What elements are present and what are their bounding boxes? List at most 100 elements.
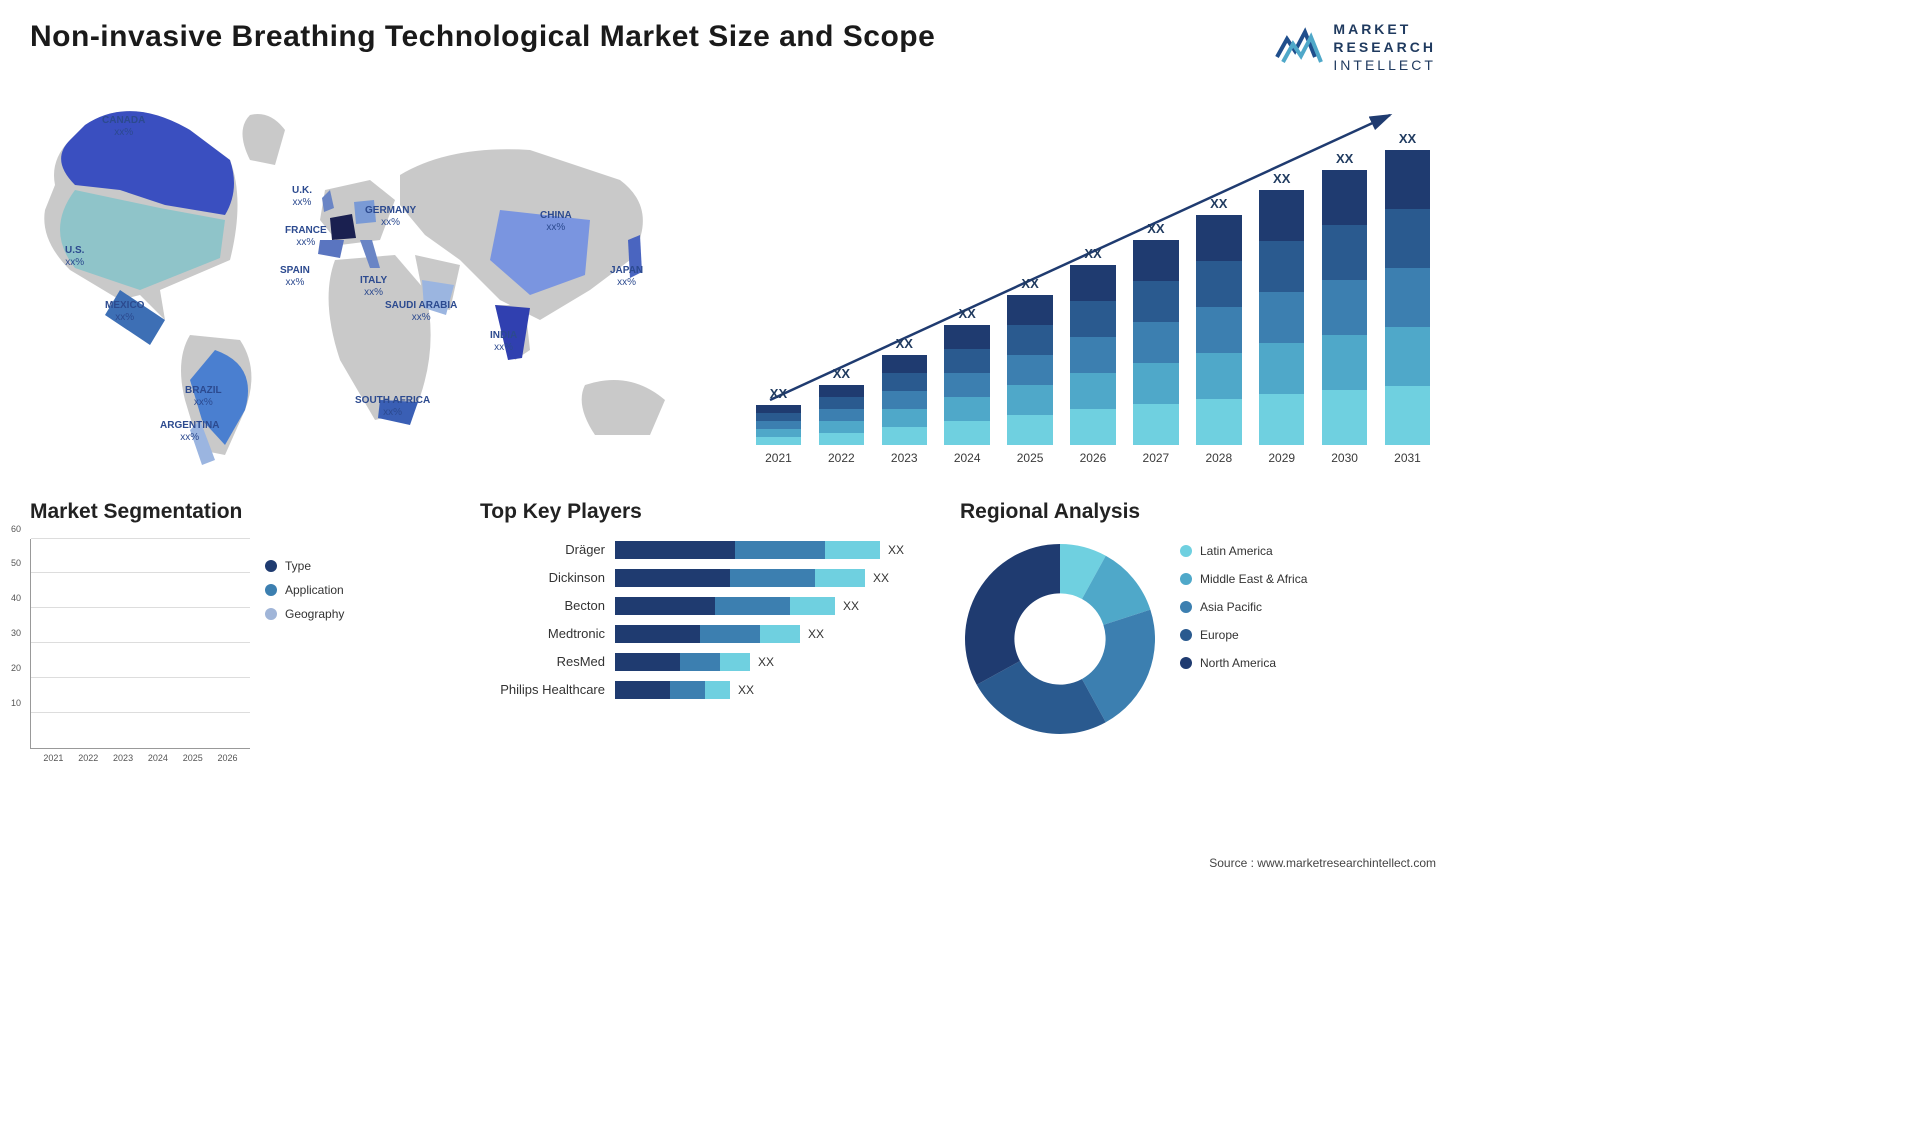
bar-year-label: 2025: [1017, 451, 1044, 465]
bar-segment: [1385, 268, 1431, 327]
legend-label: Latin America: [1200, 544, 1273, 558]
y-tick: 20: [11, 663, 21, 673]
keyplayer-bar: [615, 681, 730, 699]
bar-stack: [1385, 150, 1431, 445]
keyplayer-segment: [615, 653, 680, 671]
bar-segment: [1070, 373, 1116, 409]
bar-segment: [819, 421, 865, 433]
legend-item: Geography: [265, 607, 344, 621]
bar-value-label: XX: [833, 366, 850, 381]
legend-label: North America: [1200, 656, 1276, 670]
bar-segment: [1133, 363, 1179, 404]
bar-stack: [1133, 240, 1179, 445]
main-bar-col: XX2021: [750, 386, 807, 445]
bar-segment: [756, 429, 802, 437]
keyplayer-label: Becton: [480, 598, 615, 613]
segmentation-section: Market Segmentation 20212022202320242025…: [30, 500, 450, 749]
bar-segment: [1385, 209, 1431, 268]
bar-segment: [1322, 390, 1368, 445]
bar-segment: [1259, 394, 1305, 445]
bar-segment: [944, 373, 990, 397]
page-title: Non-invasive Breathing Technological Mar…: [30, 20, 935, 54]
main-bar-col: XX2028: [1190, 196, 1247, 445]
bar-segment: [1259, 343, 1305, 394]
regional-section: Regional Analysis Latin America Middle Ea…: [960, 500, 1436, 749]
bar-segment: [944, 421, 990, 445]
main-bar-chart: XX2021XX2022XX2023XX2024XX2025XX2026XX20…: [730, 90, 1436, 470]
keyplayer-label: Dräger: [480, 542, 615, 557]
source-attribution: Source : www.marketresearchintellect.com: [1209, 856, 1436, 870]
bar-segment: [1133, 240, 1179, 281]
hl-france: [330, 214, 356, 240]
gridline: [31, 642, 250, 643]
keyplayer-row: Dräger XX: [480, 539, 930, 561]
donut-slice: [965, 544, 1060, 685]
legend-item: Europe: [1180, 628, 1307, 642]
keyplayer-segment: [735, 541, 825, 559]
main-bar-col: XX2022: [813, 366, 870, 445]
legend-label: Asia Pacific: [1200, 600, 1262, 614]
bar-segment: [756, 437, 802, 445]
bar-segment: [1196, 307, 1242, 353]
segmentation-title: Market Segmentation: [30, 500, 450, 524]
legend-dot: [1180, 573, 1192, 585]
bar-stack: [819, 385, 865, 445]
bar-segment: [1322, 335, 1368, 390]
main-bar-col: XX2025: [1002, 276, 1059, 445]
legend-dot: [1180, 657, 1192, 669]
legend-dot: [265, 608, 277, 620]
legend-item: Middle East & Africa: [1180, 572, 1307, 586]
keyplayer-segment: [825, 541, 880, 559]
keyplayer-segment: [815, 569, 865, 587]
keyplayer-segment: [670, 681, 705, 699]
y-tick: 30: [11, 628, 21, 638]
y-tick: 60: [11, 524, 21, 534]
bar-segment: [1322, 225, 1368, 280]
bar-value-label: XX: [1021, 276, 1038, 291]
bar-segment: [1259, 241, 1305, 292]
map-label: U.S.xx%: [65, 245, 84, 269]
keyplayer-segment: [760, 625, 800, 643]
bar-value-label: XX: [1084, 246, 1101, 261]
legend-item: North America: [1180, 656, 1307, 670]
bar-year-label: 2028: [1205, 451, 1232, 465]
keyplayer-segment: [705, 681, 730, 699]
bar-segment: [1133, 281, 1179, 322]
main-bar-col: XX2029: [1253, 171, 1310, 445]
keyplayer-segment: [790, 597, 835, 615]
legend-dot: [1180, 601, 1192, 613]
bar-stack: [1007, 295, 1053, 445]
bar-year-label: 2026: [1080, 451, 1107, 465]
keyplayer-value: XX: [808, 627, 824, 641]
regional-title: Regional Analysis: [960, 500, 1436, 524]
segmentation-legend: TypeApplicationGeography: [265, 559, 344, 749]
bar-segment: [819, 433, 865, 445]
bar-value-label: XX: [959, 306, 976, 321]
bar-segment: [1196, 215, 1242, 261]
bar-segment: [1070, 409, 1116, 445]
keyplayer-label: Philips Healthcare: [480, 682, 615, 697]
keyplayer-segment: [615, 541, 735, 559]
main-bar-col: XX2026: [1065, 246, 1122, 445]
gridline: [31, 677, 250, 678]
y-tick: 40: [11, 593, 21, 603]
bar-segment: [819, 385, 865, 397]
keyplayer-row: BectonXX: [480, 595, 930, 617]
bar-segment: [756, 421, 802, 429]
bar-stack: [1196, 215, 1242, 445]
legend-label: Application: [285, 583, 344, 597]
legend-dot: [1180, 629, 1192, 641]
bar-segment: [1070, 301, 1116, 337]
bar-segment: [1007, 385, 1053, 415]
map-label: MEXICOxx%: [105, 300, 144, 324]
keyplayer-bar: [615, 625, 800, 643]
bar-segment: [1196, 353, 1242, 399]
keyplayer-label: ResMed: [480, 654, 615, 669]
bar-year-label: 2022: [828, 451, 855, 465]
keyplayer-segment: [720, 653, 750, 671]
bar-stack: [882, 355, 928, 445]
keyplayer-value: XX: [873, 571, 889, 585]
bar-value-label: XX: [1273, 171, 1290, 186]
keyplayer-value: XX: [888, 543, 904, 557]
map-label: SAUDI ARABIAxx%: [385, 300, 457, 324]
